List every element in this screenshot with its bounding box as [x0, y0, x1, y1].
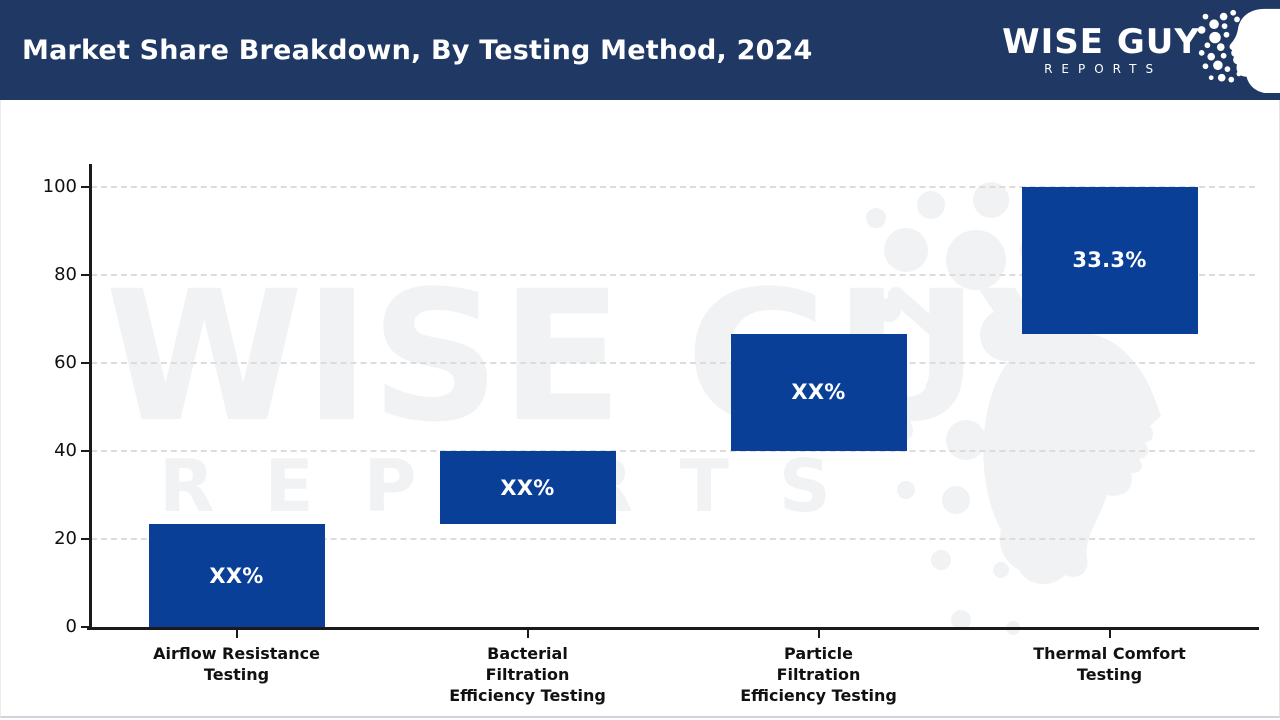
plot: 0 20 40 60 80 100 XX% Airflow Resistance Testin… — [1, 100, 1279, 716]
y-tick-label: 100 — [42, 176, 77, 197]
watermark-wordmark: WISE GUY — [105, 253, 1111, 462]
y-tick-label: 0 — [65, 616, 77, 637]
logo-wordmark-block: WISE GUY REPORTS — [1002, 24, 1200, 76]
x-tick — [817, 629, 820, 638]
gridline-y40 — [91, 450, 1255, 452]
waterfall-bar: XX% — [730, 333, 907, 451]
x-category-label: Airflow Resistance Testing — [153, 644, 320, 684]
logo-face-icon — [1197, 8, 1280, 94]
x-category-label: Thermal Comfort Testing — [1033, 644, 1186, 684]
y-tick-label: 40 — [54, 440, 77, 461]
x-category-label: Bacterial Filtration Efficiency Testing — [449, 644, 606, 705]
x-category-label: Particle Filtration Efficiency Testing — [740, 644, 897, 705]
x-tick — [1108, 629, 1111, 638]
waterfall-bar: 33.3% — [1021, 187, 1198, 334]
y-tick — [81, 450, 90, 452]
bar-value-label: XX% — [500, 475, 555, 500]
bar-value-label: XX% — [791, 380, 846, 405]
x-tick — [235, 629, 238, 638]
logo-wordmark: WISE GUY — [1002, 22, 1200, 62]
chart-area: WISE GUY REPORTS 020406080100XX%Airflow … — [0, 100, 1280, 718]
gridline-y100 — [91, 186, 1255, 188]
y-tick-label: 60 — [54, 352, 77, 373]
gridline-y80 — [91, 274, 1255, 276]
brand-logo: WISE GUY REPORTS — [1002, 0, 1280, 100]
gridline-y20 — [91, 538, 1255, 540]
y-tick — [81, 186, 90, 188]
y-tick-label: 20 — [54, 528, 77, 549]
bar-value-label: 33.3% — [1072, 248, 1147, 273]
page-title: Market Share Breakdown, By Testing Metho… — [22, 34, 813, 66]
y-tick — [81, 274, 90, 276]
bar-value-label: XX% — [209, 563, 264, 588]
x-tick — [526, 629, 529, 638]
y-tick — [81, 538, 90, 540]
waterfall-bar: XX% — [439, 451, 616, 525]
y-tick-label: 80 — [54, 264, 77, 285]
x-axis-line — [87, 627, 1259, 630]
y-tick — [81, 362, 90, 364]
header-bar: Market Share Breakdown, By Testing Metho… — [0, 0, 1280, 100]
waterfall-bar: XX% — [148, 524, 325, 627]
y-axis-line — [89, 164, 92, 629]
gridline-y60 — [91, 362, 1255, 364]
logo-subtext: REPORTS — [1044, 62, 1163, 76]
y-tick — [81, 626, 90, 628]
